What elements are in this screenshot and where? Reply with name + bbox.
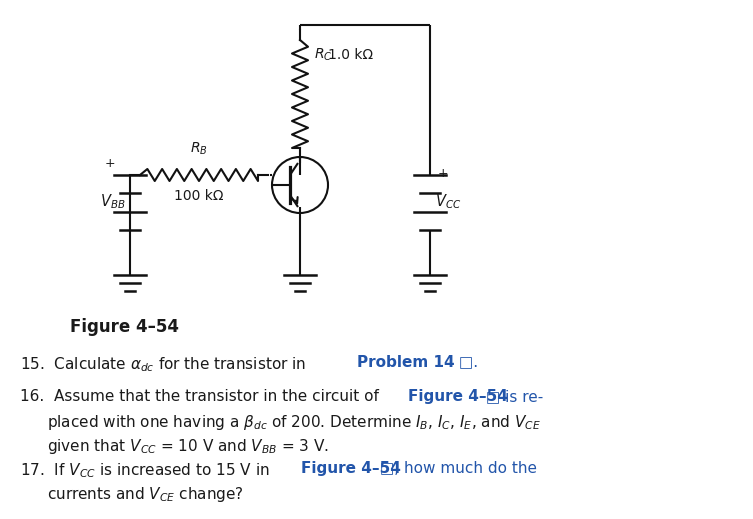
Text: +: + <box>438 167 449 180</box>
Text: Figure 4–54: Figure 4–54 <box>70 318 179 336</box>
Text: currents and $V_{CE}$ change?: currents and $V_{CE}$ change? <box>47 485 244 504</box>
Text: $V_{CC}$: $V_{CC}$ <box>435 193 462 211</box>
Text: 15.  Calculate $\alpha_{dc}$ for the transistor in: 15. Calculate $\alpha_{dc}$ for the tran… <box>20 355 307 374</box>
Text: 16.  Assume that the transistor in the circuit of: 16. Assume that the transistor in the ci… <box>20 389 384 404</box>
Text: placed with one having a $\beta_{dc}$ of 200. Determine $I_B$, $I_C$, $I_E$, and: placed with one having a $\beta_{dc}$ of… <box>47 413 541 432</box>
Text: given that $V_{CC}$ = 10 V and $V_{BB}$ = 3 V.: given that $V_{CC}$ = 10 V and $V_{BB}$ … <box>47 437 329 456</box>
Text: 1.0 kΩ: 1.0 kΩ <box>328 48 373 62</box>
Text: □.: □. <box>454 355 478 370</box>
Text: $R_B$: $R_B$ <box>191 141 208 157</box>
Text: Figure 4–54: Figure 4–54 <box>301 461 401 476</box>
Text: Problem 14: Problem 14 <box>357 355 455 370</box>
Text: □ is re-: □ is re- <box>481 389 543 404</box>
Text: $R_C$: $R_C$ <box>314 47 332 63</box>
Text: Figure 4–54: Figure 4–54 <box>408 389 508 404</box>
Text: +: + <box>105 157 115 170</box>
Text: □, how much do the: □, how much do the <box>375 461 537 476</box>
Text: $V_{BB}$: $V_{BB}$ <box>99 193 125 211</box>
Text: 17.  If $V_{CC}$ is increased to 15 V in: 17. If $V_{CC}$ is increased to 15 V in <box>20 461 271 480</box>
Text: 100 kΩ: 100 kΩ <box>174 189 224 203</box>
